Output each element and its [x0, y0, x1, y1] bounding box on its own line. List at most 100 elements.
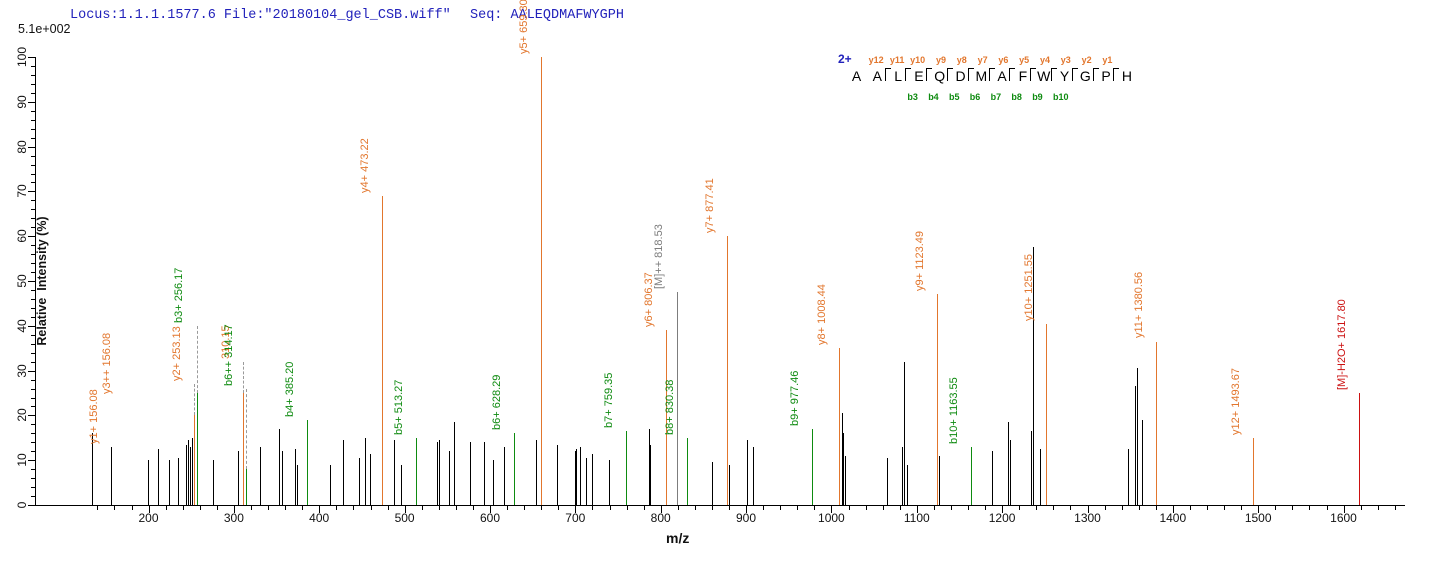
peak-unlabeled	[843, 433, 845, 505]
y-minor-tick	[31, 272, 35, 273]
y-minor-tick	[31, 298, 35, 300]
x-tick-label: 300	[223, 511, 244, 525]
x-major-tick	[233, 506, 235, 513]
y-minor-tick	[31, 352, 35, 354]
x-minor-tick	[968, 506, 969, 510]
residue-letter: P	[1101, 68, 1111, 84]
x-minor-tick	[131, 506, 133, 510]
x-minor-tick	[165, 506, 167, 510]
peak-unlabeled	[449, 451, 450, 505]
peak-unlabeled	[358, 458, 360, 505]
x-minor-tick	[899, 506, 901, 510]
x-minor-tick	[541, 506, 543, 510]
y-ion-label: y2	[1081, 55, 1092, 65]
peak-unlabeled	[574, 451, 576, 505]
peak	[676, 292, 678, 505]
peak	[193, 415, 195, 505]
x-major-tick	[1002, 506, 1004, 513]
fragmentation-mark	[947, 68, 953, 81]
peak-unlabeled	[454, 422, 456, 505]
x-tick-label: 1200	[988, 511, 1016, 525]
peak-unlabeled	[147, 460, 149, 505]
x-minor-tick	[626, 506, 628, 510]
y-minor-tick	[31, 245, 35, 247]
peak-label: b8+ 830.38	[663, 379, 676, 435]
peak	[242, 393, 244, 505]
x-minor-tick	[387, 506, 389, 510]
peak-unlabeled	[729, 464, 730, 505]
x-minor-tick	[558, 506, 560, 510]
y-tick-label: 80	[15, 139, 29, 154]
peak-unlabeled	[177, 458, 179, 505]
peak-unlabeled	[1135, 386, 1137, 505]
residue-letter: Y	[1059, 68, 1070, 84]
x-minor-tick	[865, 506, 867, 510]
peak-unlabeled	[484, 442, 485, 505]
x-major-tick	[404, 506, 406, 513]
x-minor-tick	[1070, 506, 1072, 510]
x-tick-label: 1600	[1330, 511, 1357, 525]
peak	[111, 446, 112, 505]
x-minor-tick	[353, 506, 355, 510]
peak	[666, 330, 668, 505]
y-minor-tick	[31, 164, 35, 166]
peak-label: b5+ 513.27	[392, 379, 405, 435]
fragmentation-mark	[1009, 68, 1016, 81]
peak-label-connector	[196, 325, 198, 393]
peak-unlabeled	[469, 442, 471, 505]
peak-unlabeled	[401, 464, 403, 505]
residue-letter: M	[975, 68, 988, 84]
x-minor-tick	[1394, 506, 1396, 510]
peak-unlabeled	[279, 428, 281, 505]
y-major-tick	[28, 460, 35, 462]
peak-label-connector	[242, 361, 244, 393]
peak-label: y1+ 156.08	[88, 389, 101, 444]
y-major-tick	[28, 281, 35, 282]
x-minor-tick	[694, 506, 696, 510]
y-minor-tick	[31, 119, 35, 121]
fragmentation-mark	[884, 68, 891, 81]
y-minor-tick	[31, 451, 35, 453]
x-minor-tick	[455, 506, 457, 510]
peak-unlabeled	[186, 444, 188, 505]
peak-unlabeled	[187, 440, 189, 505]
y-tick-label: 40	[15, 319, 29, 333]
x-minor-tick	[1138, 506, 1140, 510]
peak	[306, 419, 308, 505]
peak	[415, 437, 417, 505]
peak-label: b9+ 977.46	[789, 370, 802, 426]
peak-label-connector	[193, 384, 195, 416]
peak	[1358, 393, 1360, 505]
x-minor-tick	[216, 506, 218, 510]
peak-label: y4+ 473.22	[358, 138, 371, 193]
peak-label: [M]-H2O+ 1617.80	[1335, 299, 1348, 390]
x-minor-tick	[763, 506, 765, 510]
x-minor-tick	[438, 506, 440, 510]
peak-label: y12+ 1493.67	[1229, 367, 1242, 435]
peak-unlabeled	[903, 361, 905, 505]
x-minor-tick	[1377, 506, 1379, 510]
y-ion-label: y8	[956, 55, 967, 65]
b-ion-label: b8	[1011, 92, 1022, 102]
peak	[540, 57, 542, 505]
b-ion-label: b9	[1032, 92, 1043, 102]
peak-unlabeled	[1032, 247, 1034, 505]
peak-unlabeled	[259, 446, 261, 505]
x-minor-tick	[711, 506, 713, 510]
x-major-tick	[319, 506, 321, 513]
residue-letter: E	[914, 68, 924, 84]
peak-unlabeled	[579, 446, 581, 505]
x-tick-label: 1000	[818, 511, 845, 525]
x-minor-tick	[729, 506, 730, 510]
residue-letter: L	[894, 68, 902, 84]
fragmentation-mark	[1071, 68, 1078, 81]
y-minor-tick	[31, 74, 35, 76]
peak	[812, 428, 814, 505]
peak-label: b6++ 314.17	[222, 323, 235, 386]
x-major-tick	[575, 506, 577, 513]
x-major-tick	[746, 506, 747, 513]
y-minor-tick	[31, 316, 35, 318]
x-minor-tick	[302, 506, 304, 510]
peak-label: b7+ 759.35	[602, 372, 615, 429]
